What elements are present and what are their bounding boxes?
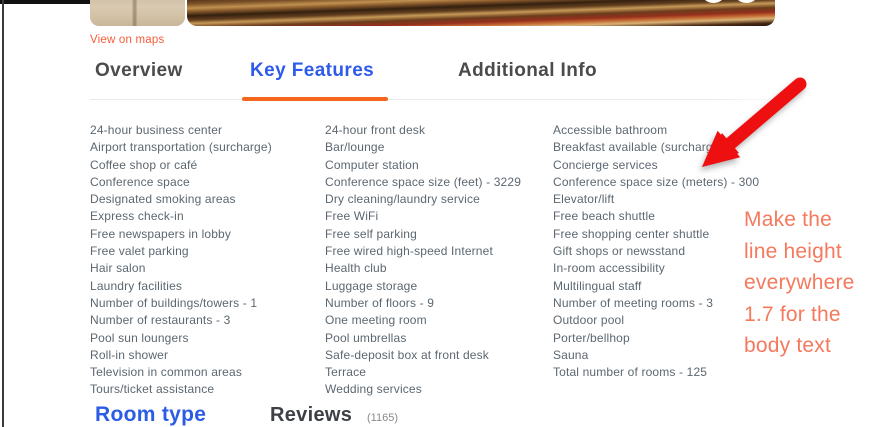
feature-item: Hair salon (90, 261, 146, 276)
feature-item: Porter/bellhop (553, 330, 630, 345)
feature-item: Television in common areas (90, 365, 242, 380)
annotation-line: 1.7 for the (744, 302, 841, 326)
feature-item: Airport transportation (surcharge) (90, 140, 272, 155)
reviews-count-badge: (1165) (367, 412, 398, 424)
feature-item: Pool umbrellas (325, 330, 407, 345)
gallery-control-circle-icon[interactable] (733, 0, 760, 3)
feature-item: Safe-deposit box at front desk (325, 347, 489, 362)
feature-item: Free self parking (325, 226, 417, 241)
feature-item: Computer station (325, 157, 419, 172)
features-column-1: 24-hour business center Airport transport… (90, 122, 322, 399)
window-top-edge (0, 0, 92, 4)
review-note-annotation: Make the line height everywhere 1.7 for the… (744, 204, 881, 362)
feature-item: Number of floors - 9 (325, 295, 435, 310)
feature-item: Designated smoking areas (90, 192, 236, 207)
hotel-photo-banner[interactable] (187, 0, 775, 26)
feature-item: Number of restaurants - 3 (90, 313, 231, 328)
feature-item: Bar/lounge (325, 140, 385, 155)
view-on-maps-link[interactable]: View on maps (90, 34, 165, 46)
tab-overview[interactable]: Overview (95, 60, 183, 81)
feature-item: One meeting room (325, 313, 427, 328)
features-column-2: 24-hour front desk Bar/lounge Computer sta… (325, 122, 551, 399)
annotation-line: Make the (744, 208, 832, 231)
feature-item: Number of meeting rooms - 3 (553, 295, 714, 310)
features-column-3: Accessible bathroom Breakfast available (… (553, 122, 785, 381)
feature-item: Wedding services (325, 382, 422, 397)
feature-item: Laundry facilities (90, 278, 183, 293)
map-thumbnail-image[interactable] (90, 0, 185, 26)
tab-additional-info[interactable]: Additional Info (458, 60, 597, 81)
feature-item: Accessible bathroom (553, 123, 668, 137)
feature-item: Luggage storage (325, 278, 418, 293)
feature-item: Pool sun loungers (90, 330, 189, 345)
gallery-control-circle-icon[interactable] (700, 0, 727, 3)
feature-item: Roll-in shower (90, 347, 169, 362)
bottom-section-headers: Room type Reviews (1165) (0, 403, 881, 427)
reviews-heading[interactable]: Reviews (270, 404, 353, 426)
feature-item: Express check-in (90, 209, 184, 224)
feature-item: Conference space (90, 174, 190, 189)
feature-item: Gift shops or newsstand (553, 244, 686, 259)
feature-item: Coffee shop or café (90, 157, 198, 172)
feature-item: Sauna (553, 347, 589, 362)
feature-item: In-room accessibility (553, 261, 665, 276)
feature-item: Free wired high-speed Internet (325, 244, 493, 259)
feature-item: Outdoor pool (553, 313, 625, 328)
feature-item: Free WiFi (325, 209, 379, 224)
feature-item: 24-hour front desk (325, 123, 426, 137)
tab-bar: Overview Key Features Additional Info (0, 60, 881, 102)
room-type-heading[interactable]: Room type (95, 403, 207, 426)
feature-item: Concierge services (553, 157, 658, 172)
feature-item: Dry cleaning/laundry service (325, 192, 480, 207)
annotation-line: body text (744, 334, 832, 357)
feature-item: Total number of rooms - 125 (553, 365, 708, 380)
feature-item: Free valet parking (90, 244, 189, 259)
active-tab-underline (242, 97, 388, 101)
feature-item: Health club (325, 261, 387, 276)
feature-item: Terrace (325, 365, 367, 380)
feature-item: Conference space size (feet) - 3229 (325, 174, 522, 189)
annotation-line: line height (744, 239, 842, 263)
feature-item: Free newspapers in lobby (90, 226, 232, 241)
tab-key-features[interactable]: Key Features (250, 60, 375, 81)
tab-divider (90, 99, 790, 100)
feature-item: Multilingual staff (553, 278, 642, 293)
feature-item: Breakfast available (surcharge) (553, 140, 724, 155)
feature-item: Free beach shuttle (553, 209, 656, 224)
feature-item: Free shopping center shuttle (553, 226, 710, 241)
feature-item: Conference space size (meters) - 300 (553, 174, 760, 189)
feature-item: Tours/ticket assistance (90, 382, 215, 397)
feature-item: Elevator/lift (553, 192, 615, 207)
annotation-line: everywhere (744, 271, 855, 294)
feature-item: Number of buildings/towers - 1 (90, 295, 258, 310)
feature-item: 24-hour business center (90, 123, 223, 137)
window-left-edge (2, 0, 4, 427)
